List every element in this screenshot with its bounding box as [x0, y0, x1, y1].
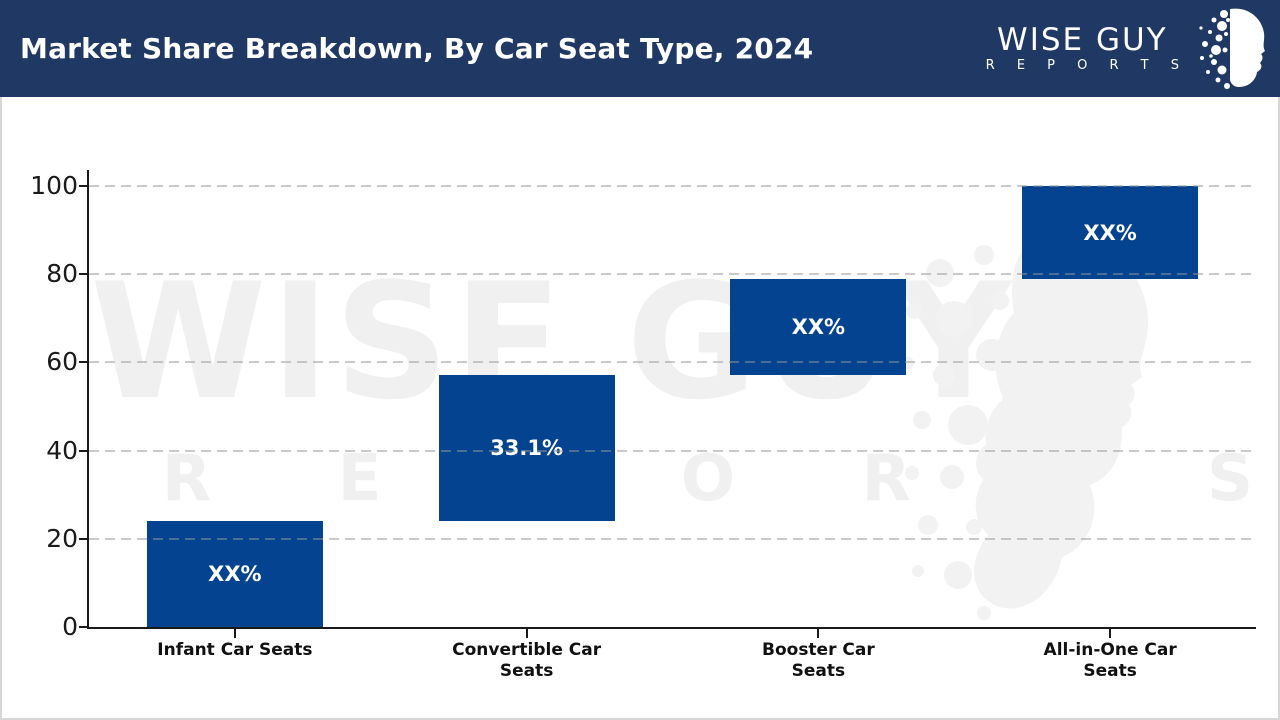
y-tick-mark [79, 273, 87, 276]
bar-convertible-car-seats: 33.1% [438, 375, 615, 522]
page-edge-bottom [0, 718, 1280, 720]
bar-value-label: XX% [208, 562, 262, 587]
wiseguy-face-icon [1199, 8, 1265, 89]
y-tick-mark [79, 449, 87, 452]
gridline-80 [89, 273, 1256, 276]
watermark-face-icon [902, 235, 1149, 620]
gridline-100 [89, 185, 1256, 187]
bar-value-label: 33.1% [490, 436, 564, 461]
x-category-label: Infant Car Seats [157, 640, 313, 660]
x-axis-spine [87, 627, 1256, 629]
y-tick-label: 40 [46, 435, 78, 465]
wiseguy-logo: WISE GUY R E P O R T S [977, 6, 1280, 92]
header-band: Market Share Breakdown, By Car Seat Type… [0, 0, 1280, 97]
y-tick-label: 100 [30, 171, 78, 200]
x-category-label: All-in-One Car Seats [1043, 640, 1177, 681]
gridline-60 [89, 361, 1256, 364]
y-tick-label: 60 [46, 347, 78, 377]
y-tick-label: 0 [62, 612, 78, 641]
y-tick-mark [79, 185, 87, 187]
x-category-label: Convertible Car Seats [452, 640, 602, 681]
x-category-label: Booster Car Seats [762, 640, 875, 681]
x-tick-mark [1109, 629, 1112, 638]
x-tick-mark [233, 629, 236, 638]
y-tick-mark [79, 626, 87, 628]
plot-area: WISE GUY R E P O R T S 0 20 40 60 80 100 XX% In… [0, 97, 1280, 720]
gridline-20 [89, 537, 1256, 540]
wiseguy-logo-text: WISE GUY R E P O R T S [977, 24, 1188, 74]
x-tick-mark [525, 629, 528, 638]
y-tick-label: 80 [46, 259, 78, 289]
bar-value-label: XX% [791, 315, 846, 340]
logo-subtitle: R E P O R T S [985, 58, 1188, 74]
bar-value-label: XX% [1083, 220, 1137, 245]
bar-booster-car-seats: XX% [730, 279, 907, 376]
y-tick-mark [79, 537, 87, 540]
y-tick-mark [79, 361, 87, 364]
page-edge-left [0, 97, 2, 720]
gridline-40 [89, 449, 1256, 452]
y-tick-label: 20 [46, 523, 78, 553]
chart-title: Market Share Breakdown, By Car Seat Type… [20, 32, 814, 65]
page-edge-right [1278, 97, 1280, 720]
x-tick-mark [817, 629, 820, 638]
y-axis-spine [87, 170, 89, 629]
bar-all-in-one-car-seats: XX% [1022, 186, 1199, 280]
logo-wordmark: WISE GUY [997, 21, 1168, 58]
